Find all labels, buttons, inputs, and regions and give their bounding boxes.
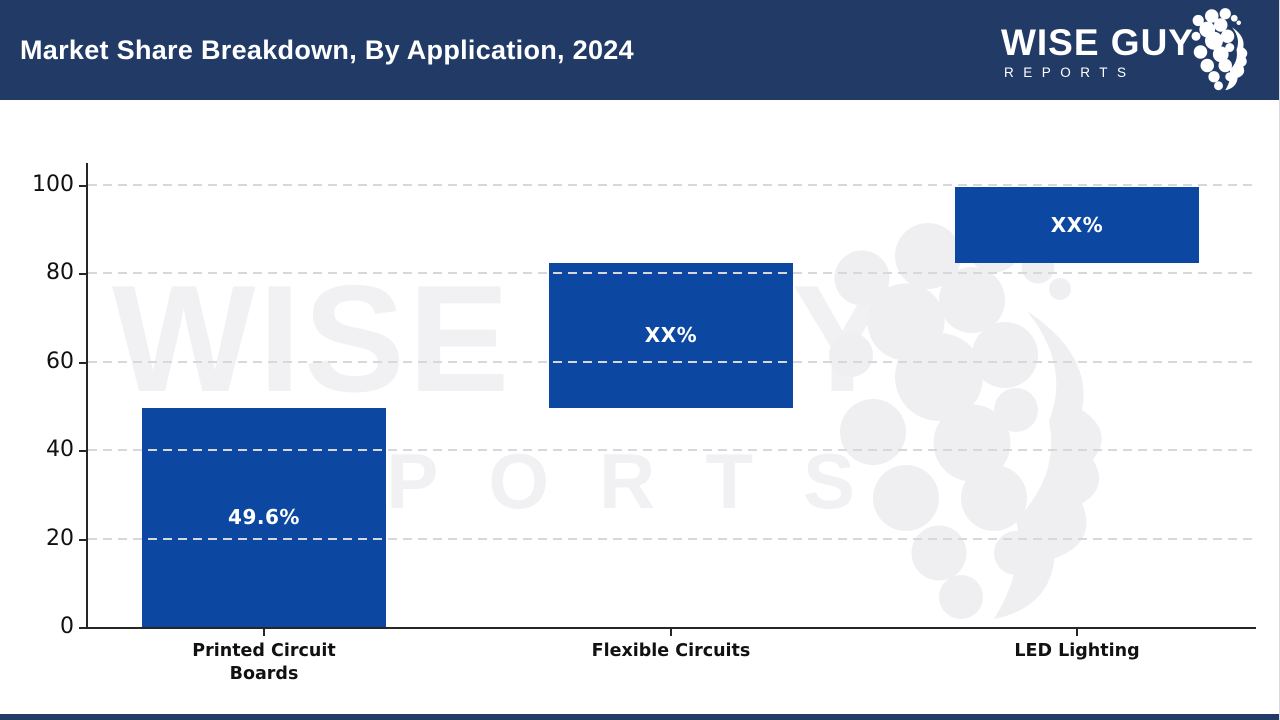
y-axis-line xyxy=(86,162,88,629)
y-tickmark xyxy=(79,538,86,541)
x-category-label: LED Lighting xyxy=(1014,641,1140,661)
x-axis-line xyxy=(86,627,1256,629)
bar-value-label: 49.6% xyxy=(228,505,300,530)
y-tick-label: 40 xyxy=(46,437,74,463)
gridline xyxy=(88,184,1256,186)
x-tickmark xyxy=(263,629,265,636)
plot-area: 49.6% XX% XX% 0 20 40 60 80 100 Printed Circuit B… xyxy=(0,100,1279,720)
bar-value-label: XX% xyxy=(644,323,698,348)
y-tickmark xyxy=(79,361,86,364)
y-tick-label: 20 xyxy=(46,525,74,551)
bar-segment: XX% xyxy=(549,262,793,408)
y-tick-label: 0 xyxy=(60,614,74,639)
gridline xyxy=(88,360,1256,363)
y-tick-label: 60 xyxy=(46,348,74,374)
y-tickmark xyxy=(79,273,86,276)
x-tickmark xyxy=(1076,629,1078,636)
footer-strip xyxy=(0,714,1279,720)
bar-segment: XX% xyxy=(955,186,1199,263)
y-tick-label: 80 xyxy=(46,260,74,286)
gridline xyxy=(88,272,1256,275)
logo-reports-text: REPORTS xyxy=(1003,65,1136,80)
gridline xyxy=(88,537,1256,540)
x-tickmark xyxy=(670,629,672,636)
header-bar: Market Share Breakdown, By Application, … xyxy=(0,0,1279,100)
bar-value-label: XX% xyxy=(1050,212,1104,237)
x-category-label: Flexible Circuits xyxy=(591,641,751,661)
y-tick-label: 100 xyxy=(32,172,74,197)
logo-wiseguy-text: WISE GUY xyxy=(1000,22,1194,63)
watermark-dotted-face-logo xyxy=(829,217,1102,619)
x-category-label: Printed Circuit Boards xyxy=(192,641,336,684)
page-title: Market Share Breakdown, By Application, … xyxy=(20,34,634,65)
logo-dotted-face-icon xyxy=(1191,8,1248,91)
y-tickmark xyxy=(79,185,86,187)
y-tickmark xyxy=(79,450,86,453)
y-tickmark xyxy=(79,627,86,629)
gridline xyxy=(88,449,1256,452)
wise-guy-reports-logo: WISE GUY REPORTS xyxy=(1001,6,1266,98)
bar-segment: 49.6% xyxy=(142,407,386,627)
